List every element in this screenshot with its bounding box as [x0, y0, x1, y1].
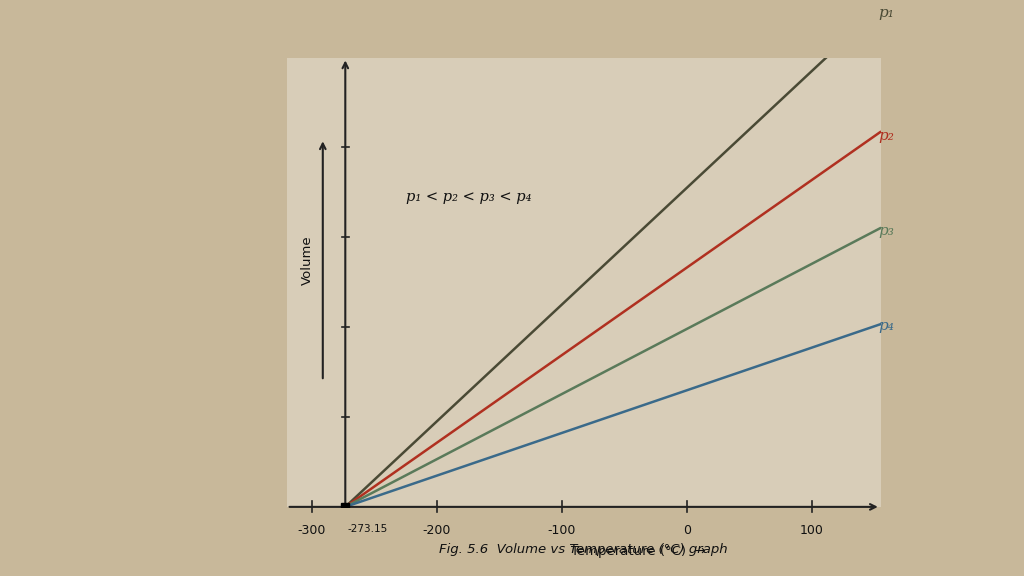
- Text: -273.15: -273.15: [348, 524, 388, 534]
- Text: p₄: p₄: [879, 319, 894, 334]
- Text: Volume: Volume: [301, 235, 314, 285]
- Text: p₁: p₁: [879, 6, 894, 20]
- Text: p₂: p₂: [879, 129, 894, 143]
- Text: -200: -200: [423, 524, 451, 537]
- Text: 100: 100: [800, 524, 823, 537]
- Text: Fig. 5.6  Volume vs Temperature (°C) graph: Fig. 5.6 Volume vs Temperature (°C) grap…: [439, 543, 728, 556]
- Text: Temperature (°C)  →: Temperature (°C) →: [570, 545, 706, 558]
- Text: p₁ < p₂ < p₃ < p₄: p₁ < p₂ < p₃ < p₄: [406, 191, 531, 204]
- Text: p₃: p₃: [879, 224, 894, 238]
- Text: 0: 0: [683, 524, 691, 537]
- Text: -100: -100: [548, 524, 575, 537]
- Text: -300: -300: [298, 524, 326, 537]
